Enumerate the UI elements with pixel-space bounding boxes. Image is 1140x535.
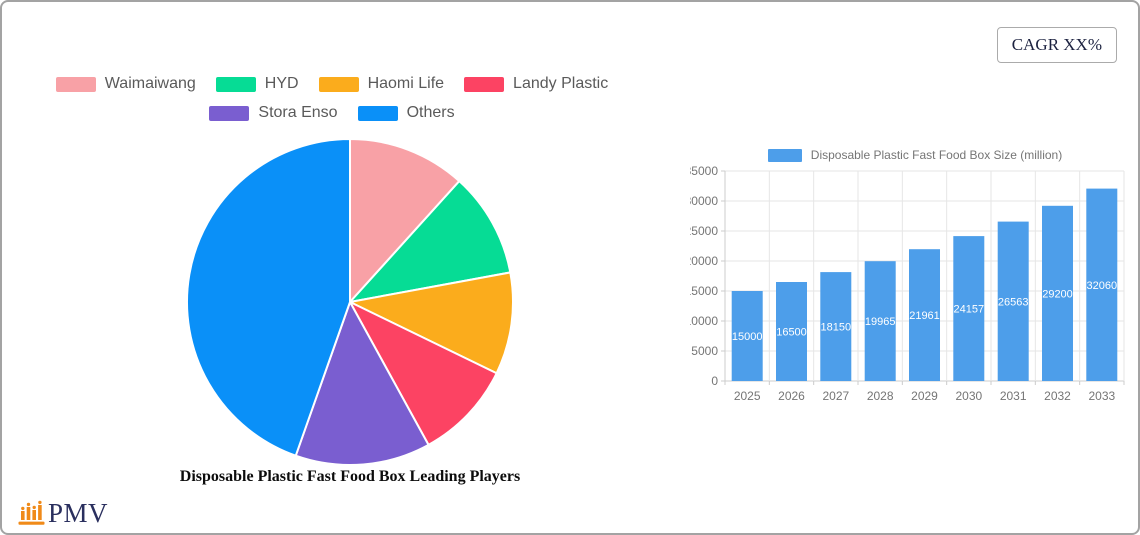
legend-item-hyd[interactable]: HYD	[215, 75, 299, 92]
bar-value-label: 18150	[821, 322, 852, 334]
svg-text:0: 0	[711, 374, 718, 388]
x-axis-label-2027: 2027	[822, 389, 849, 403]
svg-text:5000: 5000	[691, 344, 718, 358]
bar-2029	[909, 249, 940, 381]
legend-item-landy-plastic[interactable]: Landy Plastic	[464, 76, 608, 92]
brand-logo: PMV	[18, 498, 108, 527]
pie-slice-hyd	[349, 180, 512, 303]
legend-label: HYD	[264, 75, 299, 92]
legend-item-haomi-life[interactable]: Haomi Life	[318, 75, 445, 92]
bar-value-label: 29200	[1042, 288, 1073, 300]
pie-slice-haomi-life	[349, 271, 514, 375]
pie-slice-others	[185, 138, 351, 457]
bar-value-label: 16500	[776, 327, 807, 339]
pie-slice-waimaiwang	[349, 138, 461, 303]
legend-swatch	[464, 76, 505, 92]
legend-item-stora-enso[interactable]: Stora Enso	[209, 104, 338, 121]
svg-text:15000: 15000	[690, 284, 718, 298]
legend-label: Haomi Life	[367, 75, 445, 92]
bar-value-label: 19965	[865, 316, 896, 328]
bar-legend-swatch	[767, 148, 802, 162]
bar-2030	[953, 236, 985, 381]
bar-2032	[1042, 205, 1073, 381]
x-axis-label-2025: 2025	[734, 389, 761, 403]
legend-swatch	[209, 105, 250, 121]
bar-2025	[731, 291, 763, 381]
svg-text:30000: 30000	[690, 194, 718, 208]
legend-swatch	[215, 76, 256, 92]
brand-text: PMV	[48, 498, 109, 528]
pie-legend-row: Waimaiwang HYD Haomi Life Landy Plastic	[46, 76, 618, 92]
pie-legend-row: Stora Enso Others	[199, 105, 464, 121]
svg-text:35000: 35000	[690, 164, 718, 178]
bar-2033	[1086, 188, 1118, 381]
x-axis-label-2026: 2026	[778, 389, 805, 403]
x-axis-label-2029: 2029	[911, 389, 938, 403]
legend-label: Others	[406, 104, 455, 121]
x-axis-label-2030: 2030	[955, 389, 982, 403]
legend-item-others[interactable]: Others	[357, 104, 455, 121]
svg-text:20000: 20000	[690, 254, 718, 268]
bar-2031	[997, 221, 1029, 381]
bar-legend-label: Disposable Plastic Fast Food Box Size (m…	[810, 148, 1063, 162]
pie-slice-stora-enso	[294, 301, 430, 466]
bar-chart-svg: 0 5000 10000 15000 20000 25000 30000 35000 15000…	[690, 164, 1125, 403]
bar-2026	[776, 282, 807, 381]
x-axis-label-2033: 2033	[1088, 389, 1115, 403]
bar-chart: 0 5000 10000 15000 20000 25000 30000 35000 15000…	[690, 140, 1138, 430]
bar-value-label: 15000	[732, 331, 763, 343]
bar-chart-legend[interactable]: Disposable Plastic Fast Food Box Size (m…	[690, 148, 1138, 162]
pie-chart-title: Disposable Plastic Fast Food Box Leading…	[179, 468, 521, 485]
legend-swatch	[318, 76, 359, 92]
pie-chart	[180, 132, 520, 472]
x-axis-label-2031: 2031	[1000, 389, 1027, 403]
bar-2027	[820, 272, 852, 381]
svg-text:10000: 10000	[690, 314, 718, 328]
bar-chart-logo-icon	[18, 500, 45, 525]
legend-label: Waimaiwang	[104, 75, 196, 92]
x-axis-label-2032: 2032	[1044, 389, 1071, 403]
pie-legend: Waimaiwang HYD Haomi Life Landy Plastic Stor…	[2, 76, 662, 121]
x-axis-label-2028: 2028	[867, 389, 894, 403]
legend-swatch	[55, 76, 96, 92]
bar-value-label: 32060	[1087, 280, 1118, 292]
bar-value-label: 26563	[998, 296, 1029, 308]
bar-2028	[864, 261, 896, 381]
cagr-badge: CAGR XX%	[996, 27, 1117, 63]
svg-text:25000: 25000	[690, 224, 718, 238]
legend-label: Landy Plastic	[513, 75, 609, 92]
bar-value-label: 21961	[909, 310, 940, 322]
legend-swatch	[357, 105, 398, 121]
pie-chart-svg	[185, 138, 514, 466]
pie-slice-landy-plastic	[349, 301, 498, 446]
legend-label: Stora Enso	[258, 104, 338, 121]
bar-value-label: 24157	[954, 304, 985, 316]
legend-item-waimaiwang[interactable]: Waimaiwang	[55, 75, 196, 92]
